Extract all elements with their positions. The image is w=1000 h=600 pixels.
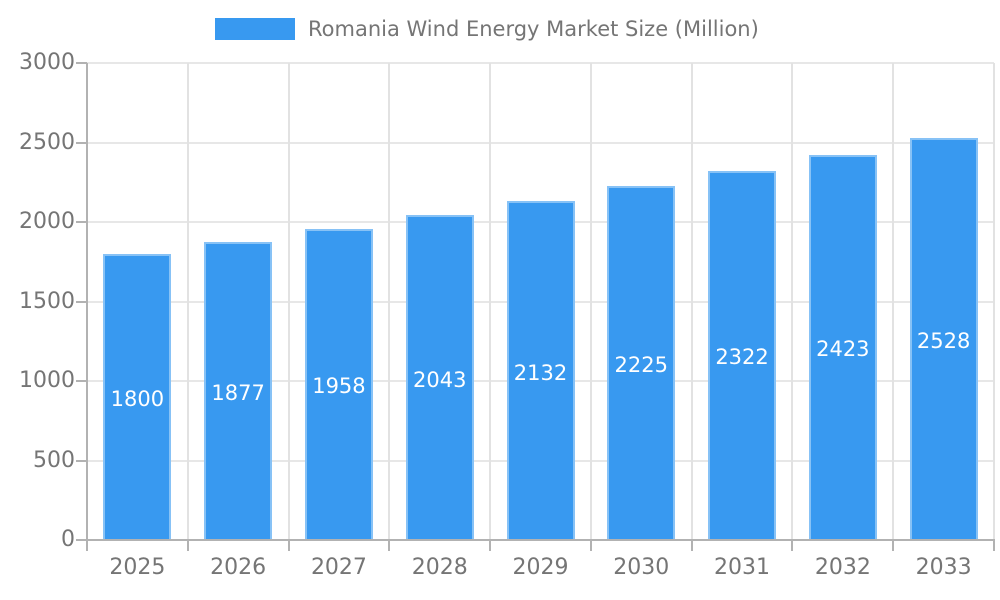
legend-label: Romania Wind Energy Market Size (Million… — [308, 17, 759, 41]
y-axis-tick — [76, 221, 87, 223]
bar-value-label: 2225 — [614, 353, 668, 378]
bar[interactable]: 1800 — [103, 253, 172, 540]
x-tick-label: 2025 — [109, 555, 166, 580]
y-axis-tick — [76, 459, 87, 462]
x-axis-line — [86, 539, 995, 541]
x-axis-tick — [86, 540, 88, 551]
bar[interactable]: 2322 — [708, 170, 777, 540]
y-tick-label: 3000 — [19, 50, 75, 75]
bar[interactable]: 2225 — [607, 186, 676, 540]
x-gridline — [892, 63, 895, 540]
y-gridline — [87, 62, 994, 64]
x-tick-label: 2026 — [210, 555, 267, 580]
bar[interactable]: 2043 — [405, 215, 474, 540]
bar[interactable]: 1958 — [304, 228, 373, 540]
legend-item[interactable]: Romania Wind Energy Market Size (Million… — [215, 17, 759, 41]
x-gridline — [993, 63, 995, 540]
y-tick-label: 1000 — [19, 368, 75, 393]
x-tick-label: 2027 — [310, 555, 367, 580]
bar[interactable]: 2132 — [506, 201, 575, 540]
bar[interactable]: 1877 — [204, 241, 273, 540]
x-tick-label: 2029 — [512, 555, 569, 580]
y-axis-line — [86, 63, 88, 551]
x-axis-tick — [287, 540, 290, 551]
x-gridline — [589, 63, 592, 540]
x-gridline — [489, 63, 492, 540]
bar-value-label: 2043 — [412, 367, 467, 392]
y-tick-label: 2000 — [19, 209, 75, 234]
x-tick-label: 2028 — [411, 555, 468, 580]
x-axis-tick — [791, 540, 794, 551]
y-tick-label: 0 — [61, 527, 75, 552]
x-tick-label: 2032 — [814, 555, 871, 580]
y-tick-label: 500 — [33, 447, 75, 473]
x-axis-tick — [186, 540, 189, 551]
x-gridline — [388, 63, 391, 540]
y-axis-tick — [76, 380, 87, 382]
x-gridline — [287, 63, 290, 540]
y-tick-label: 1500 — [19, 288, 75, 314]
y-axis-tick — [76, 300, 87, 303]
y-gridline — [87, 141, 994, 144]
bar-value-label: 2322 — [715, 345, 769, 370]
y-axis-tick — [76, 141, 87, 144]
bar[interactable]: 2528 — [909, 138, 978, 540]
x-axis-tick — [892, 540, 895, 551]
x-tick-label: 2033 — [915, 555, 972, 580]
x-tick-label: 2030 — [613, 555, 670, 580]
x-tick-label: 2031 — [714, 555, 771, 580]
bar-value-label: 1800 — [110, 386, 165, 411]
bar-value-label: 1958 — [312, 374, 366, 399]
x-gridline — [791, 63, 794, 540]
x-axis-tick — [489, 540, 492, 551]
x-gridline — [690, 63, 693, 540]
bar-value-label: 2132 — [513, 360, 568, 385]
plot-area: 1800 1877 1958 2043 2132 2225 2322 2423 2528 — [86, 62, 995, 551]
bar[interactable]: 2423 — [808, 154, 877, 540]
x-axis-tick — [589, 540, 592, 551]
y-axis-tick — [76, 539, 87, 541]
bar-value-label: 2423 — [816, 337, 870, 362]
legend-swatch-icon — [215, 18, 295, 40]
bar-value-label: 2528 — [916, 329, 971, 354]
y-axis-tick — [76, 62, 87, 64]
bar-value-label: 1877 — [211, 380, 265, 405]
x-axis-tick — [993, 540, 995, 551]
x-axis-tick — [388, 540, 391, 551]
x-gridline — [186, 63, 189, 540]
x-axis-tick — [690, 540, 693, 551]
y-tick-label: 2500 — [19, 129, 75, 155]
